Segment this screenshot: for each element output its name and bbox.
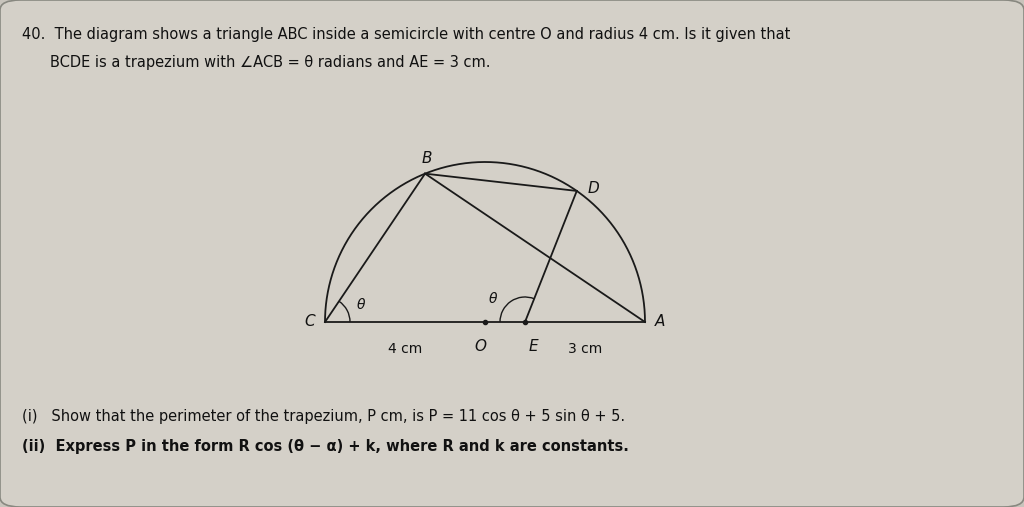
Text: A: A xyxy=(655,314,666,330)
Text: θ: θ xyxy=(488,292,498,306)
Text: E: E xyxy=(528,339,538,354)
Text: 4 cm: 4 cm xyxy=(388,342,422,356)
Text: (i)   Show that the perimeter of the trapezium, P cm, is P = 11 cos θ + 5 sin θ : (i) Show that the perimeter of the trape… xyxy=(22,409,625,424)
Text: B: B xyxy=(422,151,432,166)
Text: D: D xyxy=(588,182,599,196)
Text: 3 cm: 3 cm xyxy=(568,342,602,356)
Text: C: C xyxy=(304,314,315,330)
Text: O: O xyxy=(474,339,486,354)
Text: θ: θ xyxy=(357,298,366,312)
Text: (ii)  Express P in the form R cos (θ − α) + k, where R and k are constants.: (ii) Express P in the form R cos (θ − α)… xyxy=(22,439,629,454)
Text: BCDE is a trapezium with ∠ACB = θ radians and AE = 3 cm.: BCDE is a trapezium with ∠ACB = θ radian… xyxy=(50,55,490,70)
Text: 40.  The diagram shows a triangle ABC inside a semicircle with centre O and radi: 40. The diagram shows a triangle ABC ins… xyxy=(22,27,791,42)
